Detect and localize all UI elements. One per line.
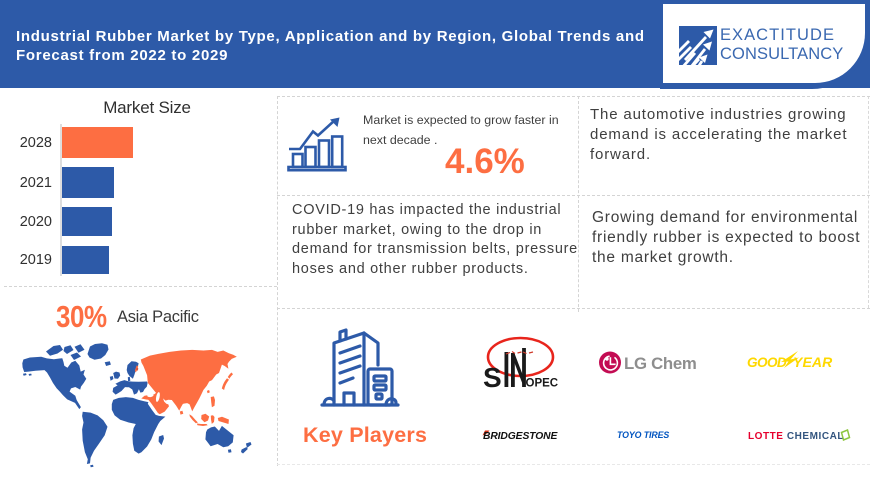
svg-text:GOOD: GOOD: [747, 355, 787, 370]
svg-text:OPEC: OPEC: [526, 378, 559, 390]
svg-text:LG Chem: LG Chem: [624, 354, 697, 373]
svg-text:S: S: [483, 362, 502, 393]
svg-text:YEAR: YEAR: [793, 354, 833, 370]
